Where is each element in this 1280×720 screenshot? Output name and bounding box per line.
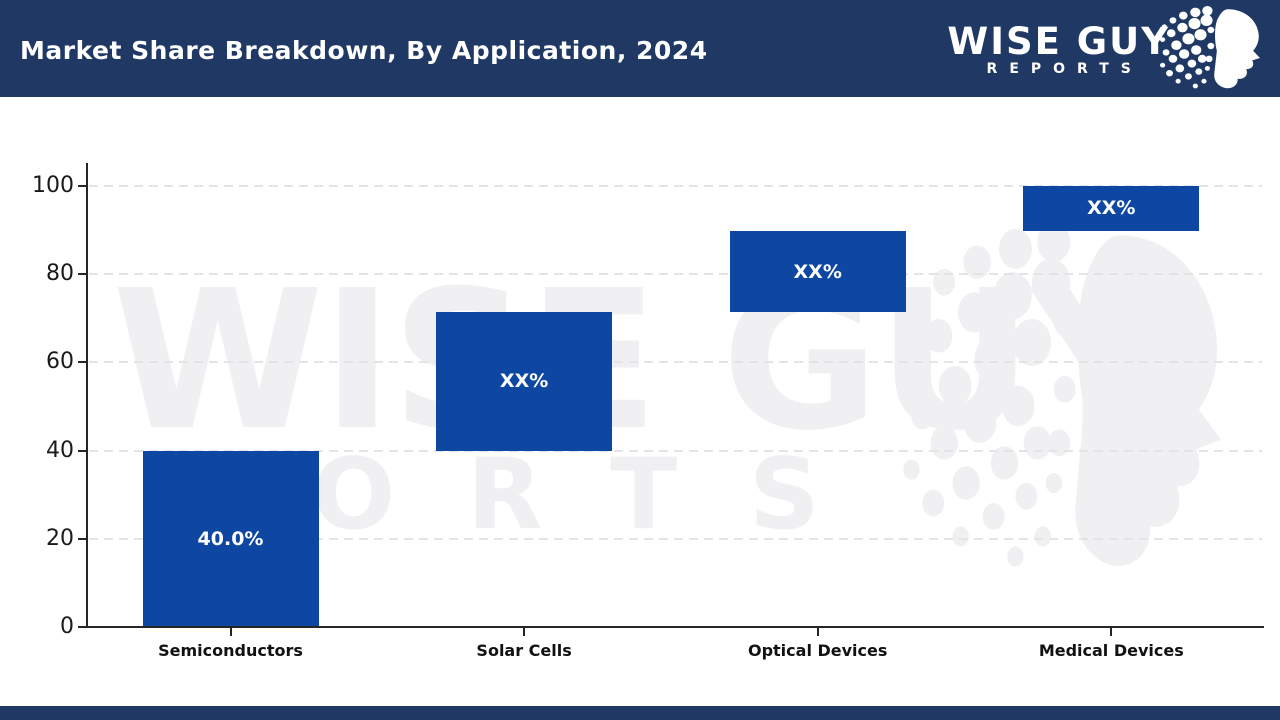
gridline bbox=[89, 185, 1262, 187]
gridline bbox=[89, 361, 1262, 364]
head-profile-icon bbox=[1160, 6, 1260, 89]
bar-value-label: XX% bbox=[793, 260, 842, 283]
y-tick-mark bbox=[78, 626, 86, 628]
x-tick-label: Solar Cells bbox=[476, 641, 572, 660]
gridline bbox=[89, 537, 1262, 540]
logo-wordmark-line1: WISE GUY bbox=[947, 19, 1170, 63]
x-tick-mark bbox=[816, 628, 819, 636]
x-tick-label: Optical Devices bbox=[747, 641, 888, 660]
x-axis bbox=[86, 626, 1264, 628]
x-tick-mark bbox=[229, 628, 232, 636]
x-tick-label: Semiconductors bbox=[158, 641, 303, 660]
y-tick-mark bbox=[78, 273, 86, 276]
header-bar: Market Share Breakdown, By Application, … bbox=[0, 0, 1280, 97]
y-tick-mark bbox=[78, 537, 86, 540]
watermark-head-icon bbox=[903, 222, 1221, 567]
y-tick-label: 60 bbox=[46, 349, 74, 375]
gridline bbox=[89, 273, 1262, 276]
page-title: Market Share Breakdown, By Application, … bbox=[20, 36, 708, 65]
plot-area: 0 20 40 60 80 100 40.0% Semiconductors XX% Solar … bbox=[0, 97, 1280, 706]
y-tick-mark bbox=[78, 449, 86, 452]
bar-solar-cells: XX% bbox=[436, 312, 613, 451]
bar-semiconductors: 40.0% bbox=[142, 450, 319, 627]
footer-bar bbox=[0, 706, 1280, 720]
bar-medical-devices: XX% bbox=[1023, 186, 1200, 231]
bar-optical-devices: XX% bbox=[729, 230, 906, 313]
y-tick-label: 20 bbox=[46, 525, 74, 551]
bar-value-label: XX% bbox=[1087, 197, 1136, 220]
x-tick-label: Medical Devices bbox=[1038, 641, 1184, 660]
y-tick-mark bbox=[78, 361, 86, 364]
logo: WISE GUY REPORTS bbox=[947, 6, 1266, 94]
y-tick-label: 40 bbox=[46, 437, 74, 463]
bar-value-label: XX% bbox=[499, 370, 549, 393]
y-tick-label: 80 bbox=[46, 261, 74, 287]
logo-wordmark-line2: REPORTS bbox=[986, 60, 1143, 77]
logo-wordmark: WISE GUY REPORTS bbox=[947, 19, 1170, 77]
y-tick-label: 0 bbox=[60, 614, 74, 639]
y-tick-label: 100 bbox=[32, 173, 74, 198]
y-tick-mark bbox=[78, 185, 86, 187]
y-axis bbox=[86, 163, 88, 627]
x-tick-mark bbox=[523, 628, 526, 636]
bar-value-label: 40.0% bbox=[197, 527, 264, 550]
gridline bbox=[89, 449, 1262, 452]
x-tick-mark bbox=[1110, 628, 1113, 636]
